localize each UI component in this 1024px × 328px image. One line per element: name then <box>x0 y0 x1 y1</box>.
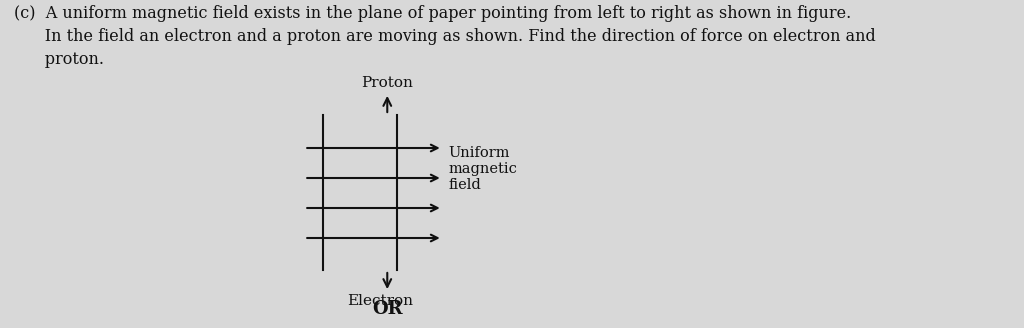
Text: In the field an electron and a proton are moving as shown. Find the direction of: In the field an electron and a proton ar… <box>14 28 876 45</box>
Text: Uniform: Uniform <box>449 146 510 160</box>
Text: (c)  A uniform magnetic field exists in the plane of paper pointing from left to: (c) A uniform magnetic field exists in t… <box>14 5 851 22</box>
Text: Electron: Electron <box>347 294 413 308</box>
Text: field: field <box>449 178 481 192</box>
Text: proton.: proton. <box>14 51 103 68</box>
Text: Proton: Proton <box>361 76 414 90</box>
Text: OR: OR <box>372 300 402 318</box>
Text: magnetic: magnetic <box>449 162 517 176</box>
